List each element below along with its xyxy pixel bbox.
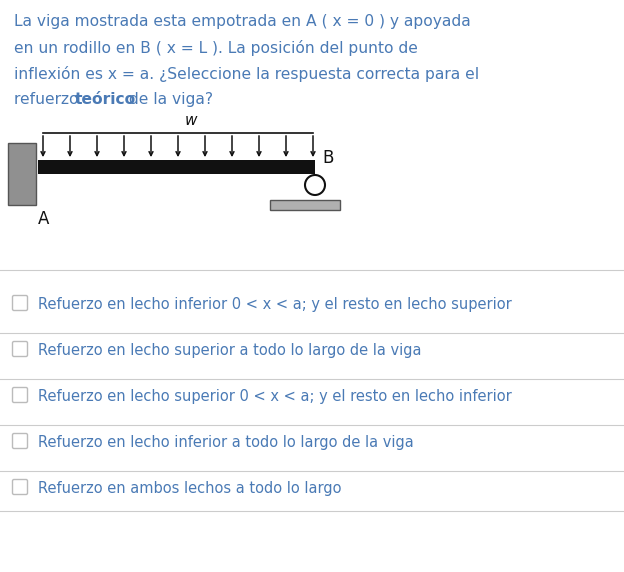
FancyBboxPatch shape: [12, 479, 27, 495]
Text: Refuerzo en lecho inferior a todo lo largo de la viga: Refuerzo en lecho inferior a todo lo lar…: [38, 435, 414, 450]
Text: B: B: [322, 149, 333, 167]
Text: Refuerzo en lecho inferior 0 < x < a; y el resto en lecho superior: Refuerzo en lecho inferior 0 < x < a; y …: [38, 297, 512, 312]
Bar: [38, 160, 315, 174]
Text: w: w: [185, 113, 198, 128]
Text: teórico: teórico: [75, 92, 136, 107]
FancyBboxPatch shape: [12, 434, 27, 448]
Text: refuerzo: refuerzo: [14, 92, 84, 107]
Bar: [8, 143, 36, 205]
Bar: [270, 200, 340, 210]
Text: Refuerzo en lecho superior 0 < x < a; y el resto en lecho inferior: Refuerzo en lecho superior 0 < x < a; y …: [38, 389, 512, 404]
Text: de la viga?: de la viga?: [124, 92, 213, 107]
Text: Refuerzo en ambos lechos a todo lo largo: Refuerzo en ambos lechos a todo lo largo: [38, 481, 341, 496]
FancyBboxPatch shape: [12, 387, 27, 403]
Text: A: A: [38, 210, 49, 228]
Text: La viga mostrada esta empotrada en A ( x = 0 ) y apoyada: La viga mostrada esta empotrada en A ( x…: [14, 14, 470, 29]
FancyBboxPatch shape: [12, 296, 27, 311]
Text: Refuerzo en lecho superior a todo lo largo de la viga: Refuerzo en lecho superior a todo lo lar…: [38, 343, 421, 358]
Circle shape: [305, 175, 325, 195]
Text: inflexión es x = a. ¿Seleccione la respuesta correcta para el: inflexión es x = a. ¿Seleccione la respu…: [14, 66, 479, 82]
FancyBboxPatch shape: [12, 341, 27, 356]
Text: en un rodillo en B ( x = L ). La posición del punto de: en un rodillo en B ( x = L ). La posició…: [14, 40, 418, 56]
